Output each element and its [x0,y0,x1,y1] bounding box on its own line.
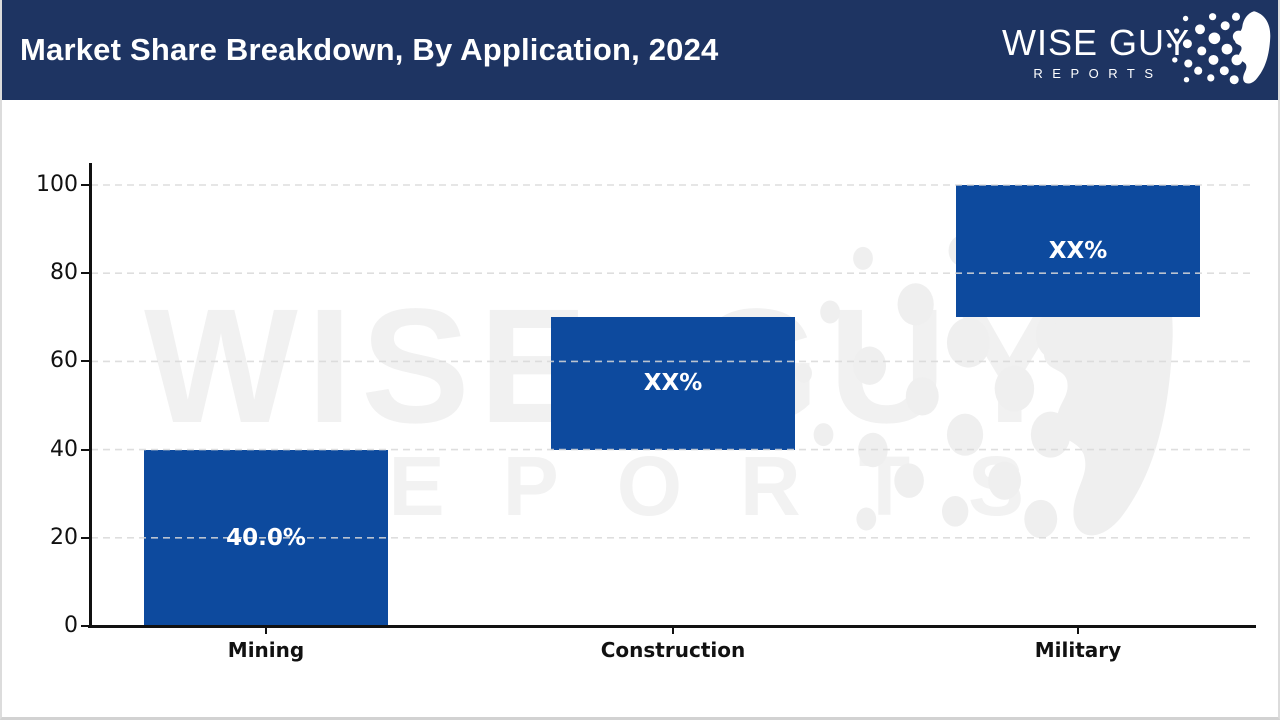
y-tick-mark [81,625,90,627]
page-title: Market Share Breakdown, By Application, … [20,32,719,67]
y-tick-label: 100 [36,172,78,197]
y-tick-label: 40 [50,436,78,462]
y-tick-mark [81,536,90,539]
x-tick-mark [672,627,674,634]
brand-logo: WISE GUY REPORTS [1002,0,1271,100]
brand-logo-text: WISE GUY REPORTS [1002,22,1190,81]
brand-subname: REPORTS [1033,66,1163,81]
y-tick-mark [81,184,90,186]
brand-name: WISE GUY [1001,22,1190,63]
header-bar: Market Share Breakdown, By Application, … [2,0,1278,100]
bar-construction [551,317,795,450]
bar-value-label: XX% [1048,238,1108,265]
bar-value-label: 40.0% [226,524,306,551]
bar-military [956,185,1200,318]
y-axis-line [89,163,92,628]
x-axis-label-construction: Construction [600,638,746,662]
y-tick-label: 20 [50,524,78,550]
y-tick-label: 80 [50,260,78,286]
y-tick-label: 0 [64,613,78,638]
x-axis-line [88,625,1256,628]
x-axis-label-military: Military [1034,638,1122,662]
y-tick-mark [81,448,90,451]
y-tick-mark [81,360,90,363]
x-tick-mark [1077,627,1079,634]
x-axis-label-mining: Mining [227,638,305,662]
bar-value-label: XX% [643,370,703,397]
y-tick-mark [81,272,90,275]
y-tick-label: 60 [50,348,78,374]
x-tick-mark [265,627,267,634]
